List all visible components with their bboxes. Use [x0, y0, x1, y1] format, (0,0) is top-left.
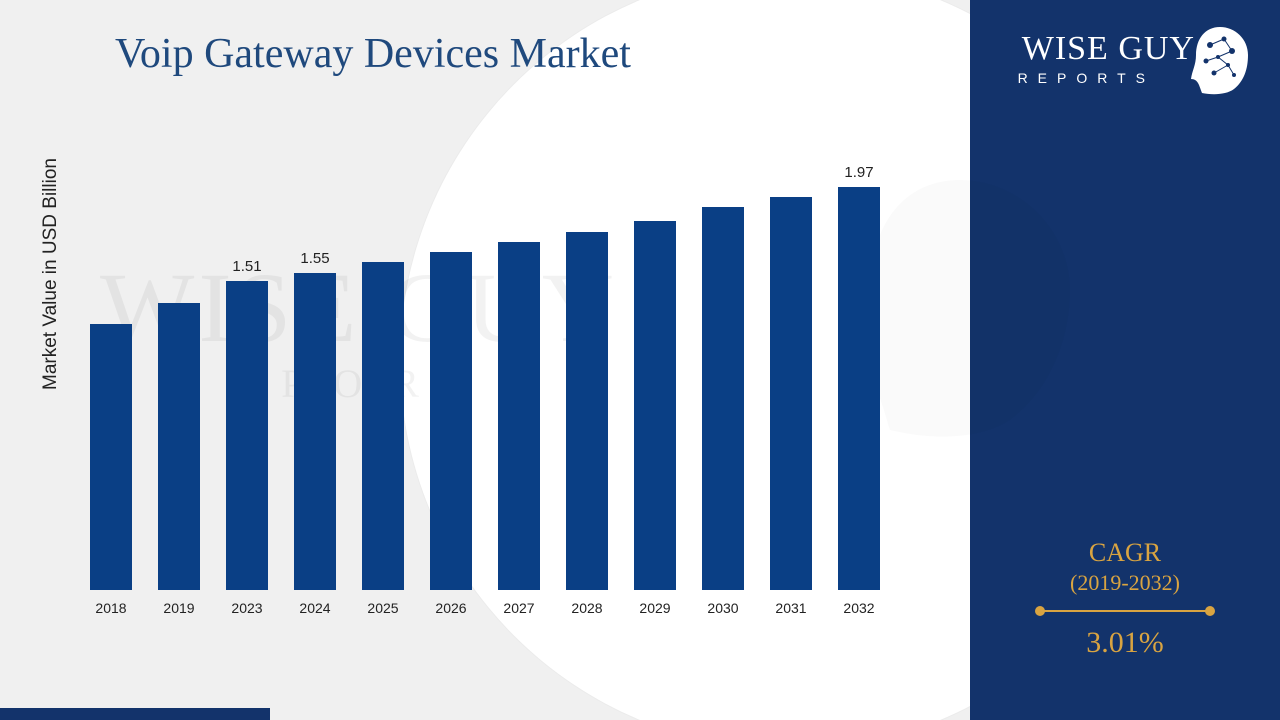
chart-title: Voip Gateway Devices Market: [115, 30, 631, 78]
bar: [430, 252, 472, 590]
x-tick-label: 2026: [421, 600, 481, 616]
x-tick-label: 2023: [217, 600, 277, 616]
cagr-value: 3.01%: [1030, 626, 1220, 660]
bar: [566, 232, 608, 590]
bar: [838, 187, 880, 590]
chart-canvas: WISE GUY REPORTS Voip Gateway Devices Ma…: [0, 0, 1280, 720]
bar-value-label: 1.55: [285, 250, 345, 267]
bar: [498, 242, 540, 590]
cagr-period: (2019-2032): [1030, 570, 1220, 596]
bar-value-label: 1.51: [217, 258, 277, 275]
bar: [770, 197, 812, 590]
x-tick-label: 2024: [285, 600, 345, 616]
x-tick-label: 2019: [149, 600, 209, 616]
x-tick-label: 2029: [625, 600, 685, 616]
bar-chart: 201820191.5120231.5520242025202620272028…: [90, 160, 900, 590]
cagr-block: CAGR (2019-2032) 3.01%: [1030, 538, 1220, 660]
x-tick-label: 2028: [557, 600, 617, 616]
x-tick-label: 2031: [761, 600, 821, 616]
cagr-title: CAGR: [1030, 538, 1220, 568]
bar: [634, 221, 676, 590]
x-tick-label: 2018: [81, 600, 141, 616]
x-tick-label: 2030: [693, 600, 753, 616]
bar: [702, 207, 744, 590]
x-tick-label: 2032: [829, 600, 889, 616]
logo-sub-text: REPORTS: [1018, 70, 1155, 86]
bar: [90, 324, 132, 590]
brand-logo: WISE GUY REPORTS: [1018, 30, 1250, 86]
bar: [158, 303, 200, 590]
y-axis-label: Market Value in USD Billion: [40, 158, 62, 390]
cagr-divider: [1040, 610, 1210, 612]
logo-main-text: WISE GUY: [1018, 30, 1195, 68]
logo-head-icon: [1190, 25, 1250, 95]
x-tick-label: 2025: [353, 600, 413, 616]
bar-value-label: 1.97: [829, 164, 889, 181]
bottom-strip: [0, 708, 270, 720]
bar: [226, 281, 268, 590]
x-tick-label: 2027: [489, 600, 549, 616]
bar: [362, 262, 404, 590]
bar: [294, 273, 336, 590]
